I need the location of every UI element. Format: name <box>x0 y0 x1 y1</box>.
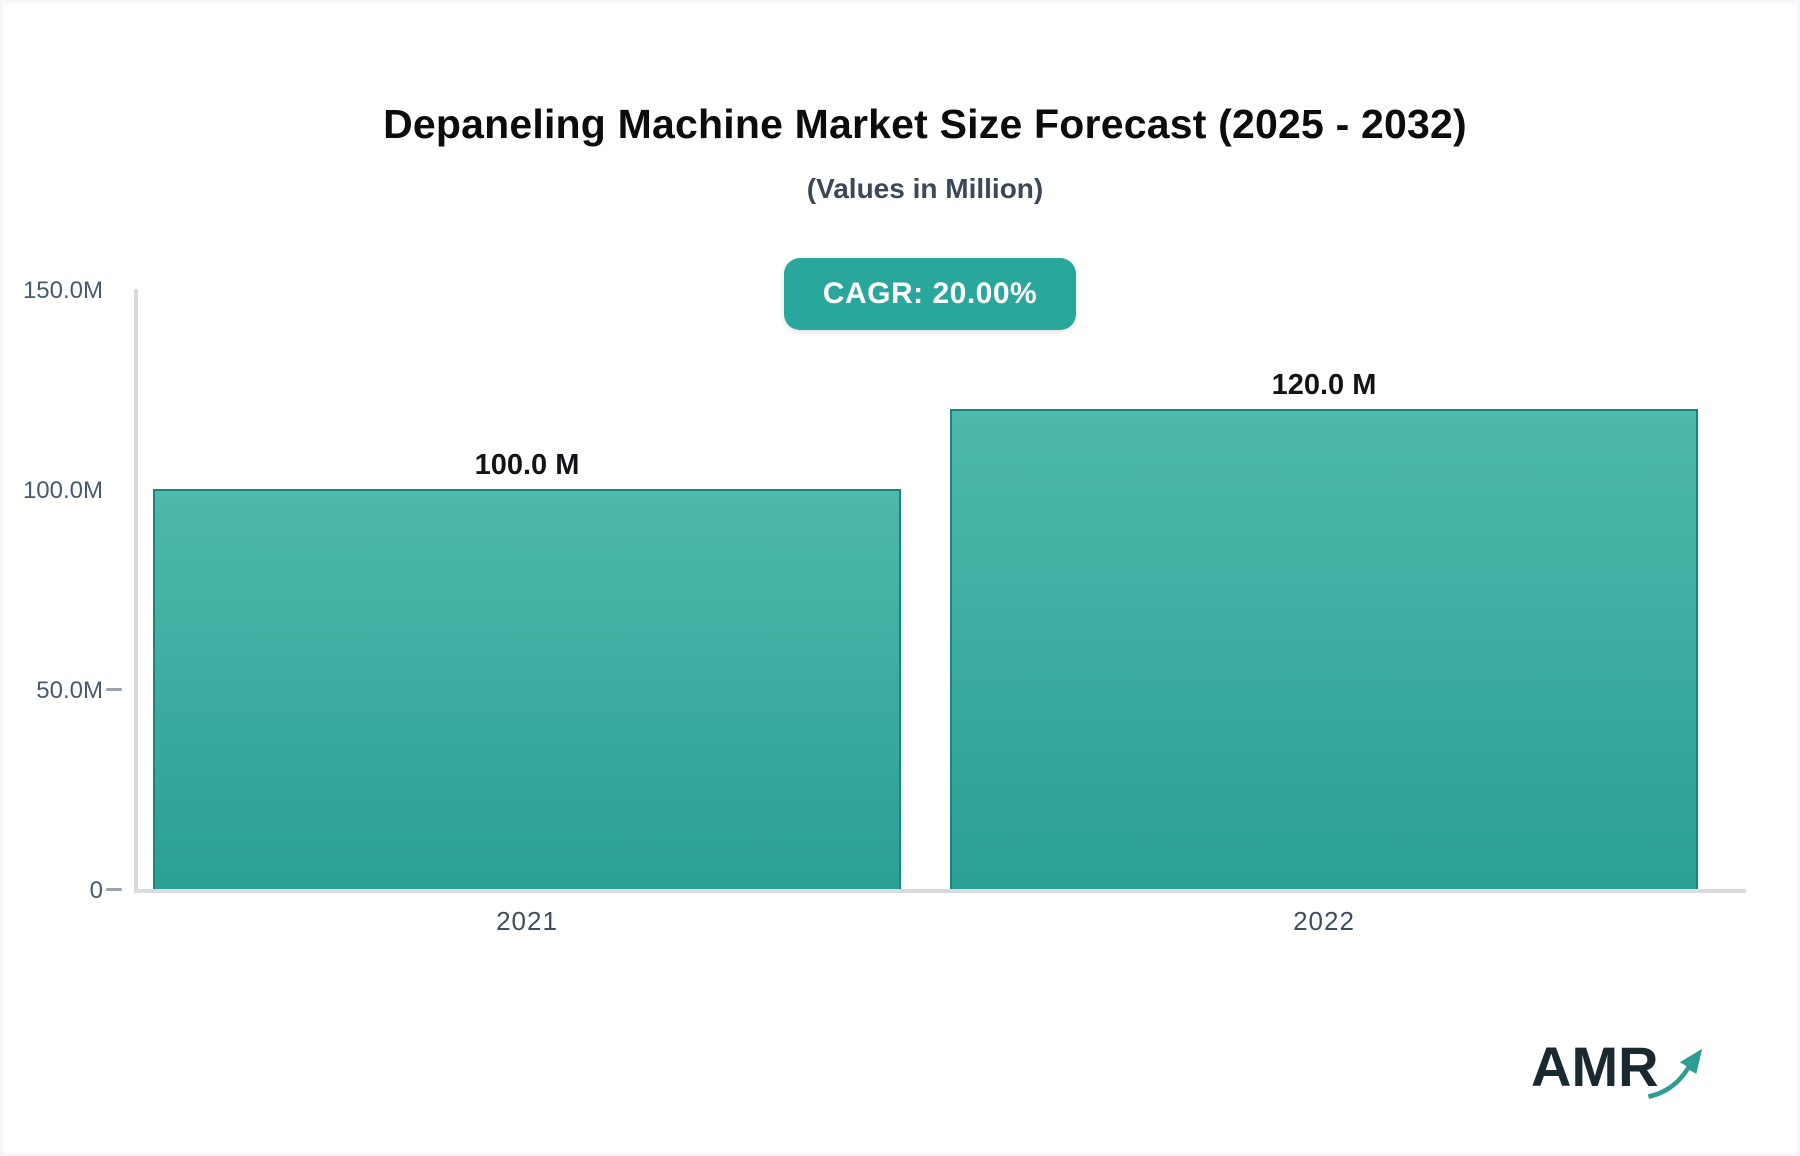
y-axis-tick-mark <box>106 888 122 891</box>
amr-logo: AMR <box>1531 1039 1705 1099</box>
amr-logo-text: AMR <box>1531 1035 1659 1098</box>
x-axis-label: 2022 <box>1293 906 1355 936</box>
bar-2022 <box>950 409 1698 889</box>
cagr-badge: CAGR: 20.00% <box>784 258 1076 330</box>
bar-value-label: 100.0 M <box>474 449 580 481</box>
y-axis-tick-label: 150.0M <box>22 277 103 304</box>
bar-2021 <box>153 489 901 889</box>
y-axis-tick-label: 50.0M <box>36 677 103 704</box>
x-axis-label: 2021 <box>496 906 558 936</box>
y-axis-tick-mark <box>106 688 122 691</box>
bar-value-label: 120.0 M <box>1271 369 1377 401</box>
chart-subtitle: (Values in Million) <box>806 173 1044 204</box>
trend-up-arrow-icon <box>1647 1048 1702 1099</box>
y-axis-tick-label: 100.0M <box>22 477 103 504</box>
x-axis-line <box>134 889 1746 893</box>
cagr-badge-label: CAGR: 20.00% <box>822 277 1038 310</box>
y-axis-line <box>134 289 138 893</box>
y-axis-tick-label: 0 <box>89 877 103 904</box>
chart-title: Depaneling Machine Market Size Forecast … <box>383 101 1467 147</box>
